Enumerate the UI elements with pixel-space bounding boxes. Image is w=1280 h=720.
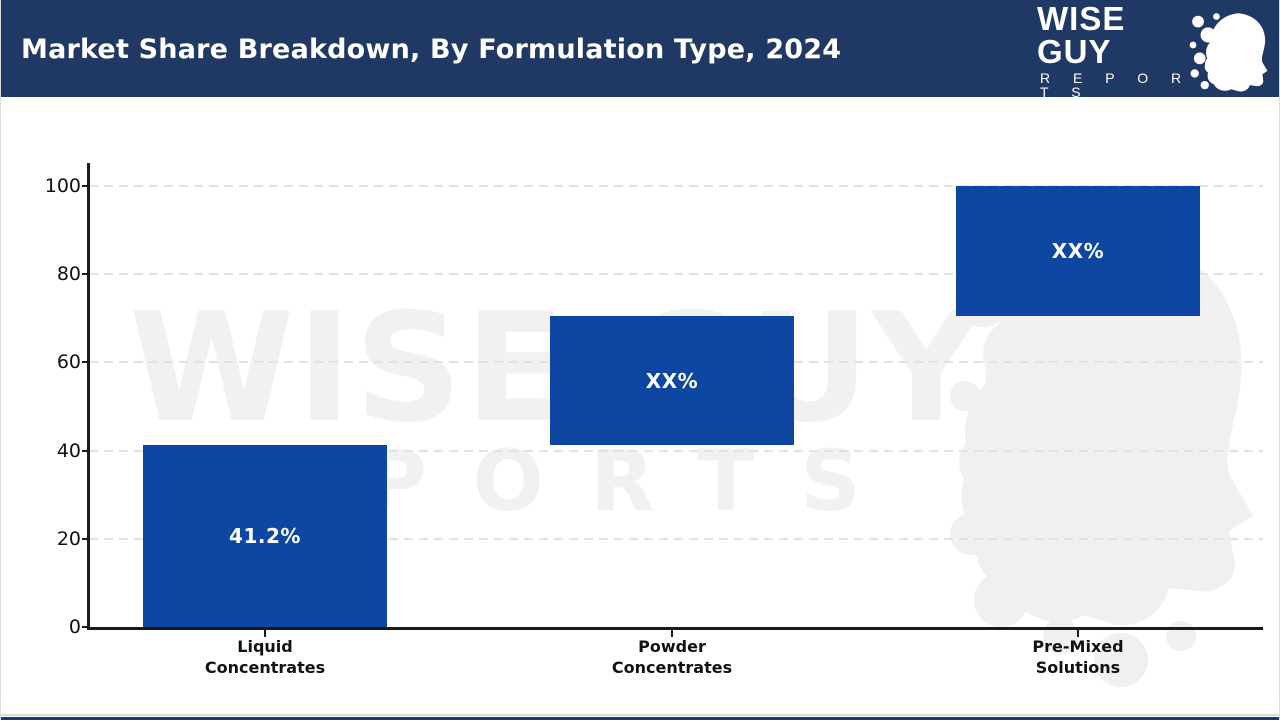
brand-logo-text: WISE GUY R E P O R T S	[1037, 2, 1197, 99]
chart-title: Market Share Breakdown, By Formulation T…	[21, 34, 842, 65]
bar-value-label: XX%	[1051, 239, 1105, 264]
bar-1	[143, 445, 387, 627]
bar-3	[956, 186, 1200, 317]
y-tick-label: 80	[56, 263, 81, 286]
header-bar: Market Share Breakdown, By Formulation T…	[1, 0, 1279, 99]
y-tick-mark	[82, 626, 89, 628]
bottom-accent-strip	[1, 717, 1279, 720]
x-category-label: Liquid Concentrates	[204, 637, 326, 678]
x-tick-mark	[671, 630, 673, 637]
gridline-80	[89, 273, 1263, 276]
x-category-label: Pre-Mixed Solutions	[1032, 637, 1124, 678]
gridline-40	[89, 449, 1263, 452]
x-axis-line	[87, 627, 1263, 630]
bar-2	[550, 316, 794, 446]
y-tick-label: 0	[68, 616, 81, 638]
brand-face-dots-icon	[1189, 13, 1268, 92]
y-tick-label: 60	[56, 351, 81, 374]
gridline-100	[89, 185, 1263, 187]
y-tick-mark	[82, 449, 89, 452]
y-tick-label: 20	[56, 527, 81, 550]
x-category-label: Powder Concentrates	[611, 637, 733, 678]
x-tick-mark	[264, 630, 266, 637]
brand-logo: WISE GUY R E P O R T S	[1037, 2, 1275, 99]
y-tick-mark	[82, 537, 89, 540]
gridline-20	[89, 537, 1263, 540]
bar-chart: 0 20 40 60 80 100 41.2% Liquid Concentrates XX% P…	[1, 97, 1279, 677]
x-tick-mark	[1077, 630, 1079, 637]
y-tick-mark	[82, 273, 89, 276]
brand-name: WISE GUY	[1037, 0, 1126, 70]
bar-value-label: XX%	[645, 368, 699, 393]
y-tick-mark	[82, 361, 89, 364]
bottom-divider	[1, 714, 1279, 716]
brand-subname: R E P O R T S	[1040, 69, 1191, 100]
y-tick-label: 100	[44, 175, 81, 197]
bar-value-label: 41.2%	[229, 524, 301, 549]
y-tick-label: 40	[56, 439, 81, 462]
y-axis-line	[87, 163, 90, 630]
watermark-face-dots-icon	[950, 240, 1253, 687]
y-tick-mark	[82, 185, 89, 187]
